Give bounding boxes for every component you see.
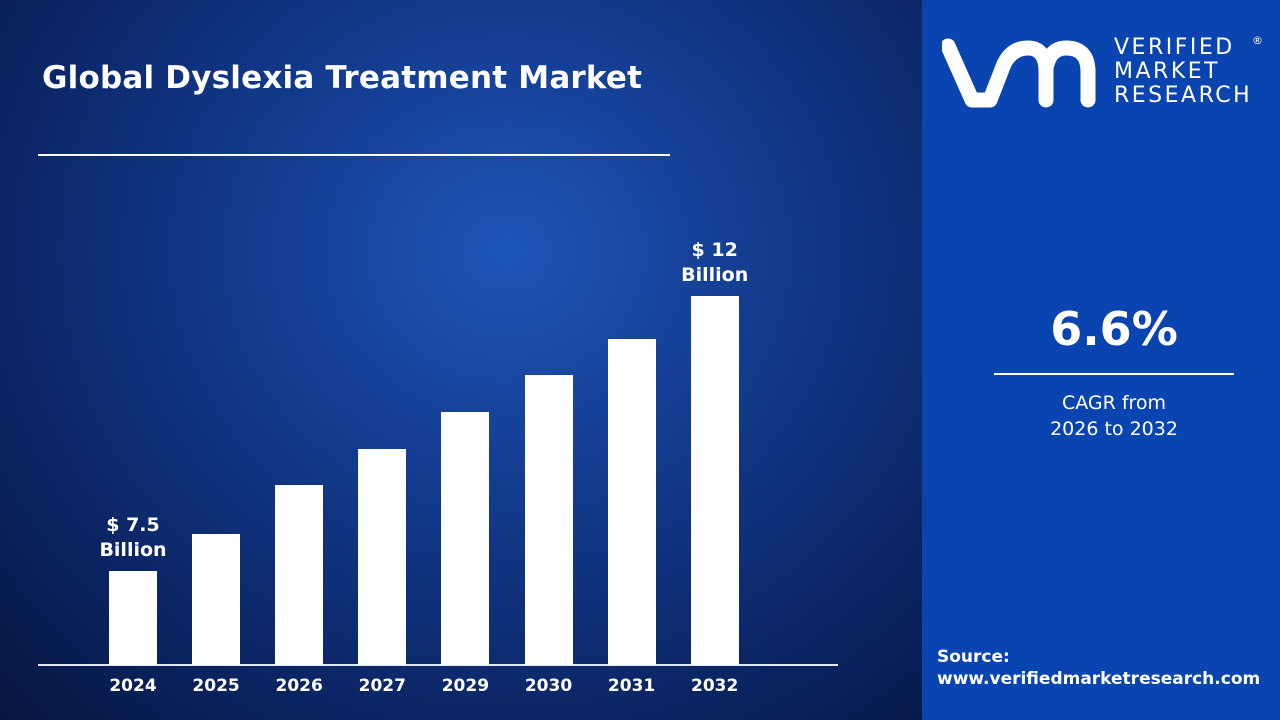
source-url[interactable]: www.verifiedmarketresearch.com [937, 669, 1261, 689]
x-tick-label: 2024 [109, 676, 157, 696]
cagr-value: 6.6% [1050, 302, 1178, 356]
x-tick-label: 2029 [441, 676, 490, 696]
logo-line2: MARKET [1114, 59, 1221, 84]
cagr-divider [994, 373, 1234, 375]
x-tick-label: 2032 [691, 676, 739, 696]
x-axis-line [38, 664, 838, 666]
bar-2030 [524, 375, 573, 665]
chart-title: Global Dyslexia Treatment Market [42, 60, 643, 96]
logo-text: VERIFIED MARKET RESEARCH [1114, 36, 1252, 108]
data-label-unit: Billion [99, 538, 167, 561]
data-label-value: $ 7.5 [106, 513, 160, 536]
bar-2024 [109, 570, 157, 665]
data-label-value: $ 12 [691, 238, 738, 261]
cagr-label-line1: CAGR from [1061, 392, 1167, 414]
info-panel [922, 0, 1280, 720]
vmr-logo-icon [942, 38, 1096, 108]
cagr-label: CAGR from 2026 to 2032 [994, 390, 1234, 442]
logo-line1: VERIFIED [1114, 35, 1235, 60]
data-label: $ 7.5 Billion [73, 513, 193, 563]
data-label-unit: Billion [681, 263, 749, 286]
bar-2026 [275, 485, 324, 665]
x-tick-label: 2027 [358, 676, 406, 696]
data-label: $ 12 Billion [655, 238, 775, 288]
x-tick-label: 2025 [192, 676, 240, 696]
bar-2032 [690, 295, 739, 665]
bar-2031 [607, 338, 656, 665]
source: Source: www.verifiedmarketresearch.com [937, 646, 1260, 690]
source-label: Source: [937, 647, 1010, 667]
x-tick-label: 2026 [275, 676, 323, 696]
logo-line3: RESEARCH [1114, 83, 1253, 108]
registered-mark: ® [1252, 34, 1263, 47]
bar-2027 [358, 448, 407, 665]
x-tick-label: 2031 [607, 676, 656, 696]
x-tick-label: 2030 [524, 676, 573, 696]
cagr-label-line2: 2026 to 2032 [1050, 418, 1178, 440]
title-divider [38, 154, 670, 156]
bar-2025 [192, 534, 241, 665]
bar-2029 [441, 412, 490, 665]
